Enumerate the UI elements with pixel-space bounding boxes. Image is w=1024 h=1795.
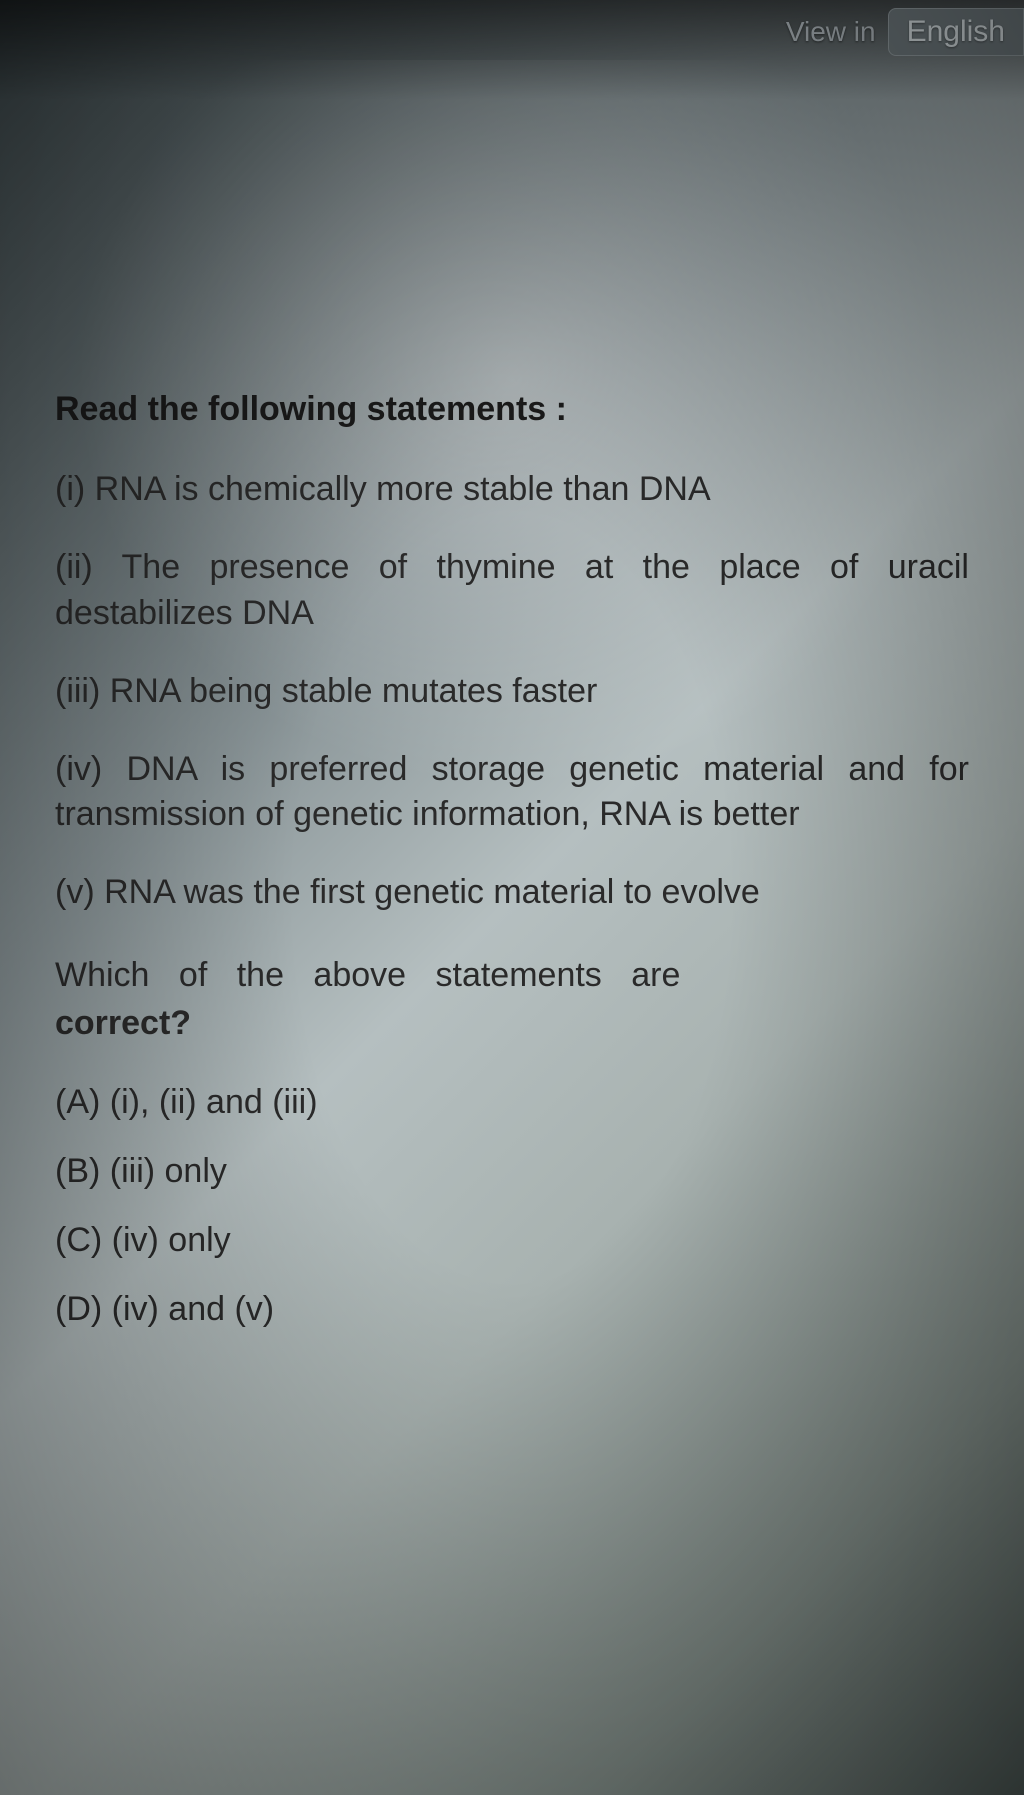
- option-a[interactable]: (A) (i), (ii) and (iii): [55, 1083, 969, 1122]
- question-intro: Read the following statements :: [55, 390, 969, 429]
- option-c[interactable]: (C) (iv) only: [55, 1221, 969, 1260]
- language-bar: View in English: [786, 8, 1024, 56]
- statement-iv: (iv) DNA is preferred storage genetic ma…: [55, 747, 969, 839]
- question-content: Read the following statements : (i) RNA …: [55, 390, 969, 1359]
- statement-v: (v) RNA was the first genetic material t…: [55, 870, 969, 916]
- statement-ii: (ii) The presence of thymine at the plac…: [55, 545, 969, 637]
- option-b[interactable]: (B) (iii) only: [55, 1152, 969, 1191]
- statement-i: (i) RNA is chemically more stable than D…: [55, 467, 969, 513]
- option-d[interactable]: (D) (iv) and (v): [55, 1290, 969, 1329]
- language-select-button[interactable]: English: [888, 8, 1024, 56]
- which-line1: Which of the above statements are: [55, 956, 680, 994]
- which-line2: correct?: [55, 1004, 191, 1042]
- which-question: Which of the above statements are correc…: [55, 952, 969, 1047]
- statement-iii: (iii) RNA being stable mutates faster: [55, 669, 969, 715]
- view-in-label: View in: [786, 16, 876, 48]
